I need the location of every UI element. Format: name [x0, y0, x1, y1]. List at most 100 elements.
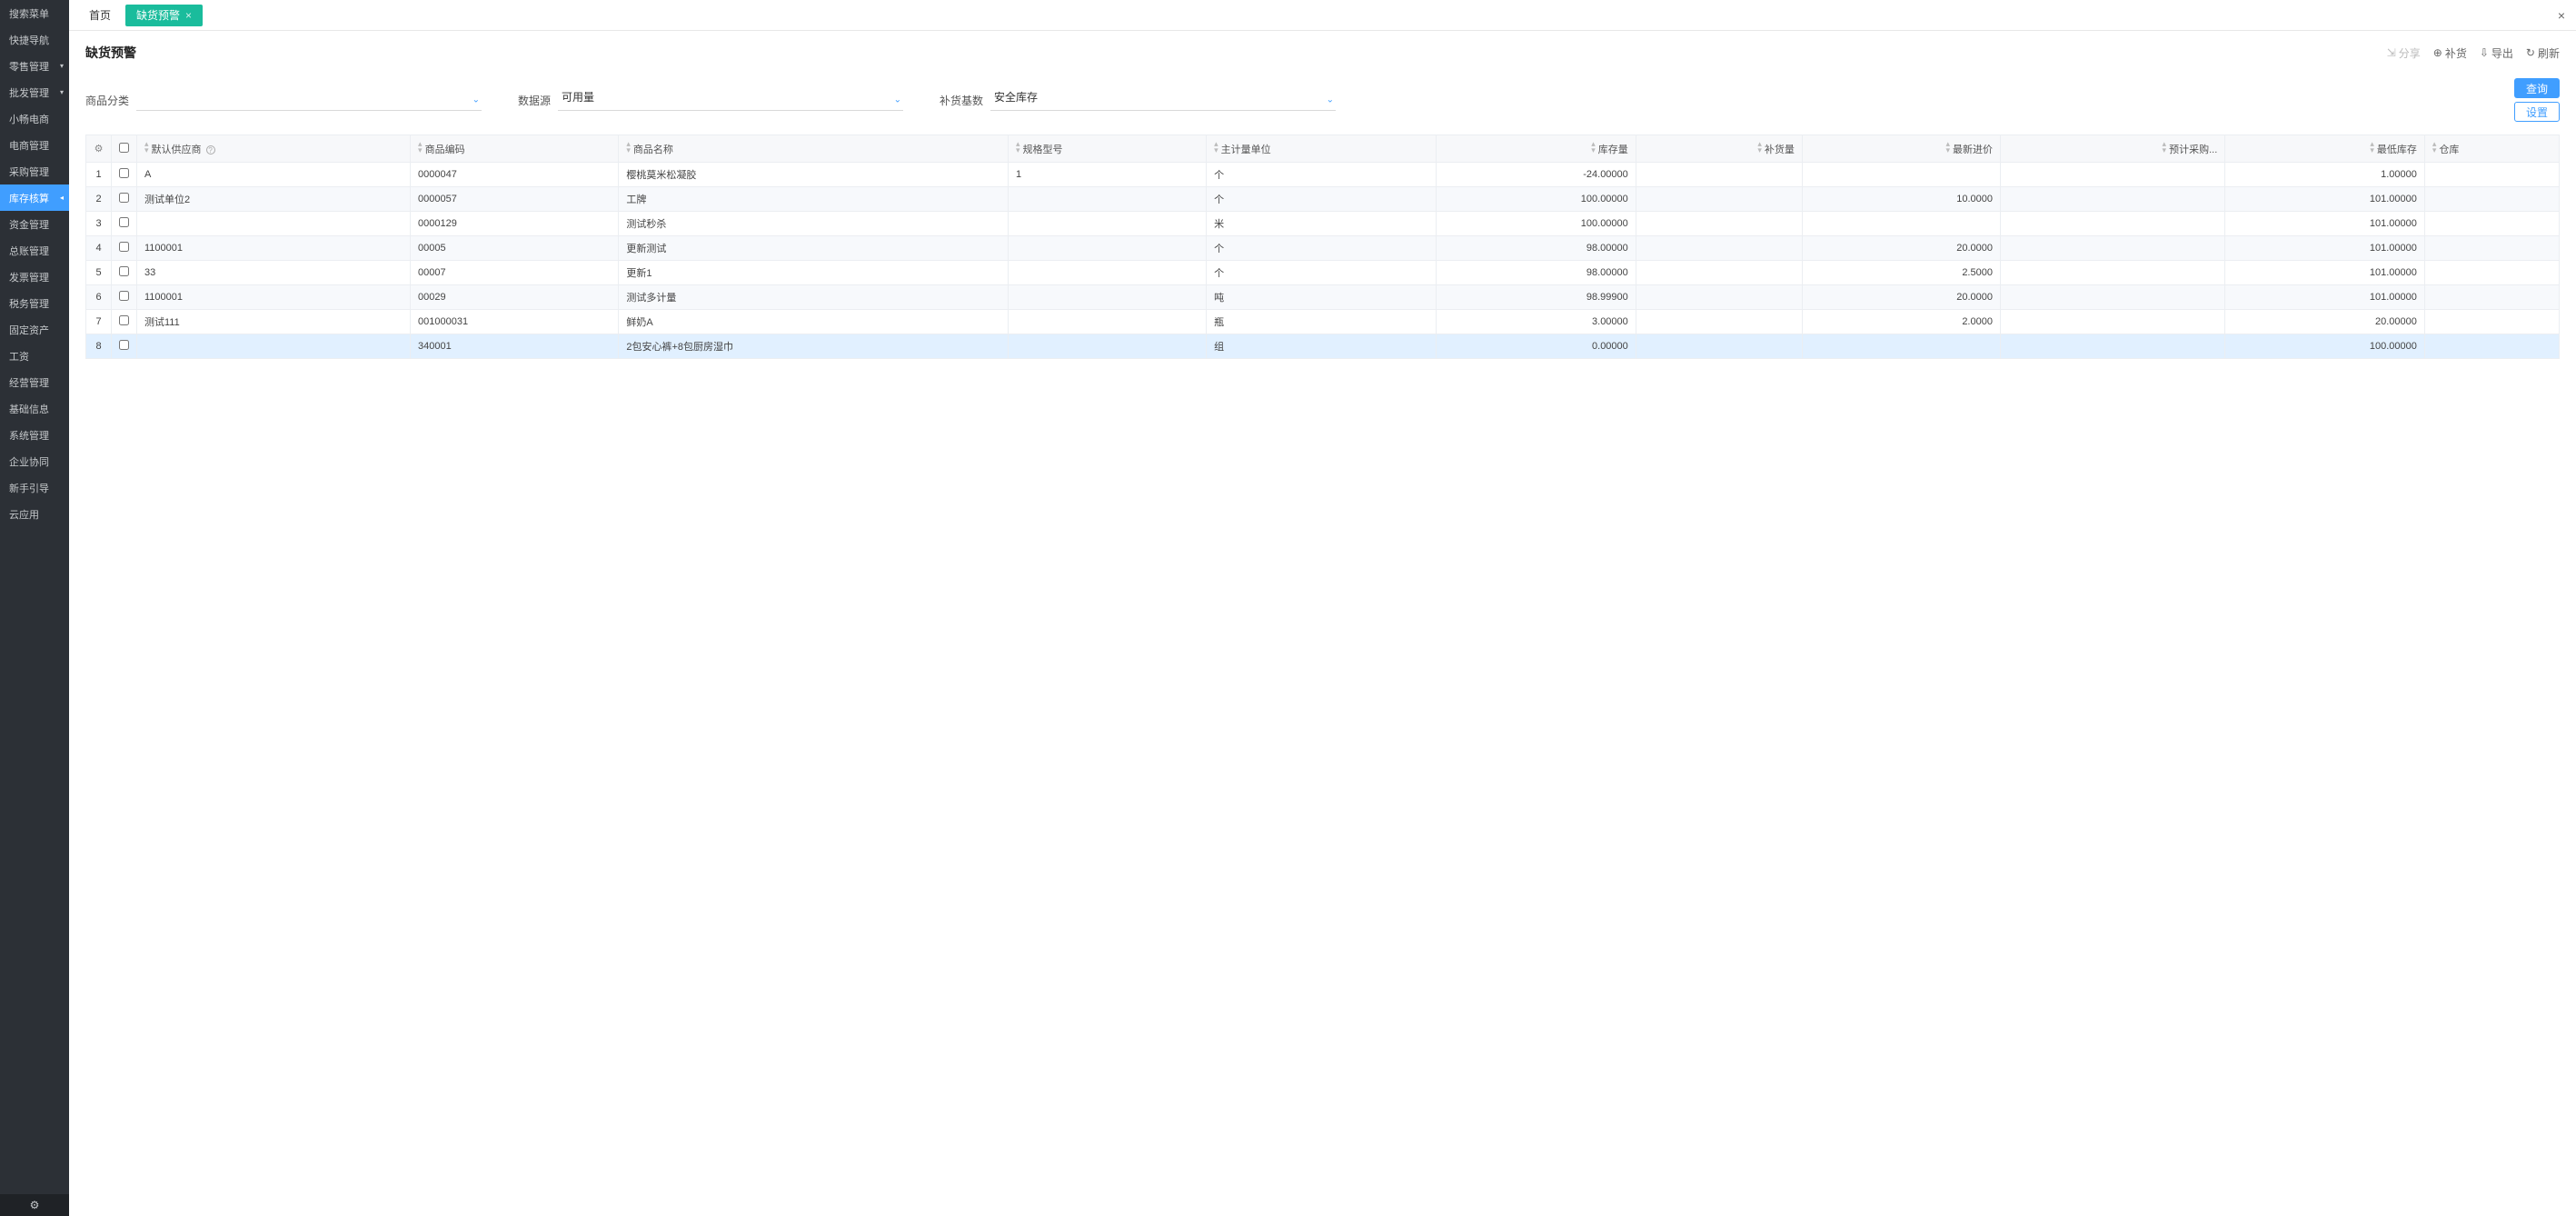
- cell-spec: [1008, 285, 1206, 310]
- table-row[interactable]: 6110000100029测试多计量吨98.9990020.0000101.00…: [86, 285, 2560, 310]
- sidebar-item[interactable]: 税务管理: [0, 290, 69, 316]
- tab[interactable]: 首页: [78, 5, 122, 26]
- cell-supplier: 1100001: [137, 285, 411, 310]
- tab[interactable]: 缺货预警×: [125, 5, 203, 26]
- sidebar-item-label: 库存核算: [9, 191, 49, 205]
- sidebar-item-label: 税务管理: [9, 296, 49, 311]
- table-row[interactable]: 7测试111001000031鲜奶A瓶3.000002.000020.00000: [86, 310, 2560, 334]
- row-checkbox[interactable]: [119, 193, 129, 203]
- sort-icon: ▴▾: [1214, 141, 1218, 154]
- filter-category-select[interactable]: ⌄: [136, 89, 482, 111]
- refresh-action[interactable]: ↻ 刷新: [2526, 45, 2560, 61]
- row-select-cell: [112, 187, 137, 212]
- cell-name: 工牌: [619, 187, 1009, 212]
- sidebar-item[interactable]: 固定资产: [0, 316, 69, 343]
- settings-button[interactable]: 设置: [2514, 102, 2560, 122]
- row-index: 1: [86, 163, 112, 187]
- restock-action[interactable]: ⊕ 补货: [2433, 45, 2467, 61]
- row-checkbox[interactable]: [119, 266, 129, 276]
- sort-icon: ▴▾: [1591, 141, 1596, 154]
- sort-icon: ▴▾: [2163, 141, 2167, 154]
- cell-warehouse: [2424, 212, 2559, 236]
- sidebar-item[interactable]: 电商管理: [0, 132, 69, 158]
- cell-warehouse: [2424, 285, 2559, 310]
- table-row[interactable]: 83400012包安心裤+8包厨房湿巾组0.00000100.00000: [86, 334, 2560, 359]
- sort-icon: ▴▾: [1757, 141, 1762, 154]
- sidebar-item[interactable]: 工资: [0, 343, 69, 369]
- sidebar-item[interactable]: 系统管理: [0, 422, 69, 448]
- cell-stock: 100.00000: [1437, 212, 1636, 236]
- cell-spec: [1008, 310, 1206, 334]
- row-checkbox[interactable]: [119, 168, 129, 178]
- row-checkbox[interactable]: [119, 291, 129, 301]
- cell-min_stock: 100.00000: [2225, 334, 2425, 359]
- cell-est_purchase: [2000, 285, 2224, 310]
- cell-restock_qty: [1636, 212, 1802, 236]
- row-select-cell: [112, 163, 137, 187]
- cell-warehouse: [2424, 236, 2559, 261]
- sidebar-item[interactable]: 新手引导: [0, 474, 69, 501]
- column-header[interactable]: ▴▾规格型号: [1008, 135, 1206, 163]
- table-row[interactable]: 30000129测试秒杀米100.00000101.00000: [86, 212, 2560, 236]
- column-label: 最低库存: [2377, 145, 2417, 155]
- sidebar-item[interactable]: 基础信息: [0, 395, 69, 422]
- row-checkbox[interactable]: [119, 242, 129, 252]
- column-header[interactable]: ▴▾默认供应商 ?: [137, 135, 411, 163]
- sidebar-item[interactable]: 企业协同: [0, 448, 69, 474]
- column-header[interactable]: ▴▾仓库: [2424, 135, 2559, 163]
- cell-est_purchase: [2000, 212, 2224, 236]
- sidebar-item[interactable]: 经营管理: [0, 369, 69, 395]
- row-index: 6: [86, 285, 112, 310]
- cell-code: 001000031: [411, 310, 619, 334]
- column-label: 规格型号: [1023, 145, 1063, 155]
- sidebar: 搜索菜单快捷导航零售管理▾批发管理▾小畅电商电商管理采购管理库存核算◂资金管理总…: [0, 0, 69, 1216]
- sidebar-settings[interactable]: ⚙: [0, 1194, 69, 1216]
- table-row[interactable]: 1A0000047樱桃莫米松凝胶1个-24.000001.00000: [86, 163, 2560, 187]
- sidebar-item[interactable]: 资金管理: [0, 211, 69, 237]
- cell-spec: [1008, 236, 1206, 261]
- sidebar-item[interactable]: 零售管理▾: [0, 53, 69, 79]
- sidebar-item[interactable]: 搜索菜单: [0, 0, 69, 26]
- column-header[interactable]: ▴▾主计量单位: [1207, 135, 1437, 163]
- chevron-down-icon: ▾: [60, 88, 64, 96]
- help-icon[interactable]: ?: [206, 145, 215, 154]
- row-checkbox[interactable]: [119, 340, 129, 350]
- row-select-cell: [112, 236, 137, 261]
- cell-warehouse: [2424, 187, 2559, 212]
- sidebar-item[interactable]: 云应用: [0, 501, 69, 527]
- column-header[interactable]: ▴▾商品名称: [619, 135, 1009, 163]
- table-row[interactable]: 4110000100005更新测试个98.0000020.0000101.000…: [86, 236, 2560, 261]
- column-header[interactable]: ▴▾最新进价: [1802, 135, 2000, 163]
- select-all-checkbox[interactable]: [119, 143, 129, 153]
- table-settings-header[interactable]: ⚙: [86, 135, 112, 163]
- cell-name: 鲜奶A: [619, 310, 1009, 334]
- column-header[interactable]: ▴▾库存量: [1437, 135, 1636, 163]
- table-row[interactable]: 2测试单位20000057工牌个100.0000010.0000101.0000…: [86, 187, 2560, 212]
- export-action[interactable]: ⇩ 导出: [2480, 45, 2513, 61]
- sidebar-item[interactable]: 总账管理: [0, 237, 69, 264]
- filter-datasource-select[interactable]: 可用量 ⌄: [558, 89, 903, 111]
- sidebar-item[interactable]: 小畅电商: [0, 105, 69, 132]
- sidebar-item[interactable]: 批发管理▾: [0, 79, 69, 105]
- sidebar-item[interactable]: 采购管理: [0, 158, 69, 184]
- row-checkbox[interactable]: [119, 315, 129, 325]
- cell-stock: 100.00000: [1437, 187, 1636, 212]
- close-all-tabs[interactable]: ×: [2547, 8, 2576, 23]
- column-header[interactable]: ▴▾最低库存: [2225, 135, 2425, 163]
- sidebar-item[interactable]: 发票管理: [0, 264, 69, 290]
- sidebar-item-label: 零售管理: [9, 59, 49, 74]
- filter-restock-basis-select[interactable]: 安全库存 ⌄: [990, 89, 1336, 111]
- column-header[interactable]: ▴▾预计采购...: [2000, 135, 2224, 163]
- sidebar-item-label: 系统管理: [9, 428, 49, 443]
- query-button[interactable]: 查询: [2514, 78, 2560, 98]
- cell-stock: 98.99900: [1437, 285, 1636, 310]
- column-header[interactable]: ▴▾商品编码: [411, 135, 619, 163]
- table-row[interactable]: 53300007更新1个98.000002.5000101.00000: [86, 261, 2560, 285]
- cell-est_purchase: [2000, 261, 2224, 285]
- column-header[interactable]: ▴▾补货量: [1636, 135, 1802, 163]
- cell-supplier: [137, 334, 411, 359]
- sidebar-item[interactable]: 快捷导航: [0, 26, 69, 53]
- close-icon[interactable]: ×: [185, 9, 192, 22]
- row-checkbox[interactable]: [119, 217, 129, 227]
- sidebar-item[interactable]: 库存核算◂: [0, 184, 69, 211]
